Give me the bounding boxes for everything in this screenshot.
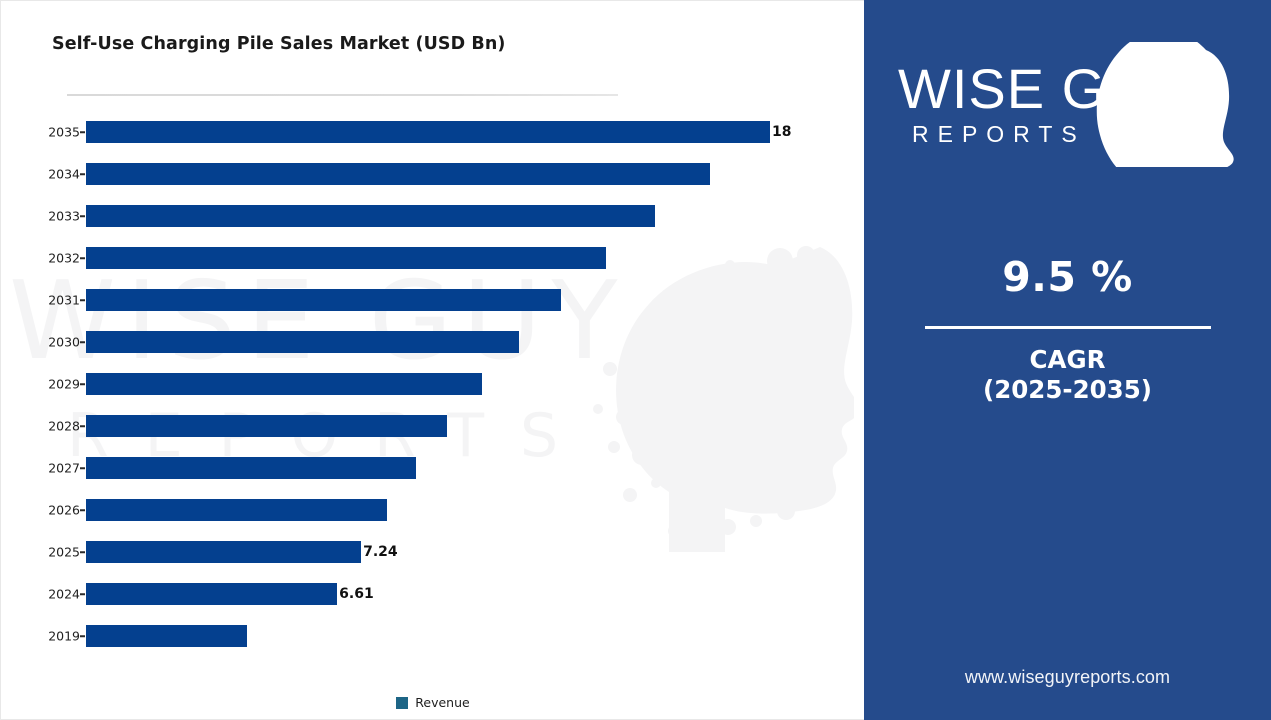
y-axis-tick-mark — [80, 593, 85, 595]
website-url: www.wiseguyreports.com — [964, 667, 1171, 687]
bar-row: 2030 — [1, 331, 864, 353]
wiseguy-reports-logo-icon: WISE GUY REPORTS — [898, 42, 1234, 167]
bar-row: 2026 — [1, 499, 864, 521]
svg-text:REPORTS: REPORTS — [912, 121, 1086, 147]
bar-2031[interactable] — [86, 289, 561, 311]
bar-2027[interactable] — [86, 457, 416, 479]
y-axis-tick-mark — [80, 467, 85, 469]
bar-row: 2019 — [1, 625, 864, 647]
y-axis-tick-label: 2034 — [48, 166, 80, 182]
bar-2026[interactable] — [86, 499, 388, 521]
bar-row: 2033 — [1, 205, 864, 227]
bar-value-label: 18 — [772, 124, 792, 140]
legend-label-revenue: Revenue — [415, 695, 470, 710]
bar-2028[interactable] — [86, 415, 448, 437]
y-axis-tick-mark — [80, 341, 85, 343]
bar-2032[interactable] — [86, 247, 606, 269]
title-divider — [67, 94, 618, 96]
y-axis-tick-mark — [80, 383, 85, 385]
y-axis-tick-mark — [80, 173, 85, 175]
bar-row: 2034 — [1, 163, 864, 185]
y-axis-tick-mark — [80, 299, 85, 301]
bar-row: 2024 6.61 — [1, 583, 864, 605]
y-axis-tick-mark — [80, 551, 85, 553]
y-axis-tick-mark — [80, 257, 85, 259]
y-axis-tick-label: 2033 — [48, 208, 80, 224]
bar-row: 2035 18 — [1, 121, 864, 143]
y-axis-tick-label: 2031 — [48, 292, 80, 308]
bar-value-label: 7.24 — [363, 544, 398, 560]
bar-2030[interactable] — [86, 331, 520, 353]
watermark-dotted-head-icon — [593, 246, 854, 552]
y-axis-tick-label: 2025 — [48, 544, 80, 560]
y-axis-tick-label: 2026 — [48, 502, 80, 518]
cagr-label: CAGR — [1029, 345, 1106, 375]
brand-logo: WISE GUY REPORTS — [864, 42, 1271, 167]
bar-row: 2025 7.24 — [1, 541, 864, 563]
cagr-block: 9.5 % CAGR (2025-2035) — [864, 253, 1271, 405]
y-axis-tick-label: 2030 — [48, 334, 80, 350]
watermark-wiseguy: WISE GUY — [9, 259, 628, 384]
chart-panel: WISE GUY REPORTS — [0, 0, 864, 720]
bar-2035[interactable] — [86, 121, 770, 143]
y-axis-tick-label: 2032 — [48, 250, 80, 266]
bar-row: 2029 — [1, 373, 864, 395]
legend-swatch-revenue — [396, 696, 409, 709]
bar-row: 2028 — [1, 415, 864, 437]
y-axis-tick-mark — [80, 425, 85, 427]
bar-chart-plot: 2035 18 2034 2033 2032 2031 2030 2029 2028 2027 20… — [1, 1, 864, 719]
cagr-period: (2025-2035) — [983, 374, 1152, 404]
cagr-divider — [924, 326, 1211, 330]
y-axis-tick-label: 2029 — [48, 376, 80, 392]
y-axis-tick-mark — [80, 131, 85, 133]
bar-2019[interactable] — [86, 625, 247, 647]
bar-value-label: 6.61 — [339, 586, 374, 602]
chart-legend: Revenue — [1, 695, 864, 710]
bar-2034[interactable] — [86, 163, 710, 185]
bar-row: 2027 — [1, 457, 864, 479]
y-axis-tick-mark — [80, 215, 85, 217]
y-axis-tick-label: 2027 — [48, 460, 80, 476]
y-axis-tick-label: 2035 — [48, 124, 80, 140]
chart-title: Self-Use Charging Pile Sales Market (USD… — [52, 34, 506, 54]
y-axis-tick-label: 2024 — [48, 586, 80, 602]
y-axis-tick-label: 2019 — [48, 628, 80, 644]
bar-2029[interactable] — [86, 373, 482, 395]
y-axis-tick-mark — [80, 509, 85, 511]
info-panel: WISE GUY REPORTS 9.5 % — [864, 0, 1271, 720]
bar-row: 2032 — [1, 247, 864, 269]
y-axis-tick-label: 2028 — [48, 418, 80, 434]
bar-row: 2031 — [1, 289, 864, 311]
cagr-value: 9.5 % — [1002, 253, 1133, 301]
bar-2024[interactable] — [86, 583, 338, 605]
bar-2033[interactable] — [86, 205, 656, 227]
y-axis-tick-mark — [80, 635, 85, 637]
bar-2025[interactable] — [86, 541, 362, 563]
